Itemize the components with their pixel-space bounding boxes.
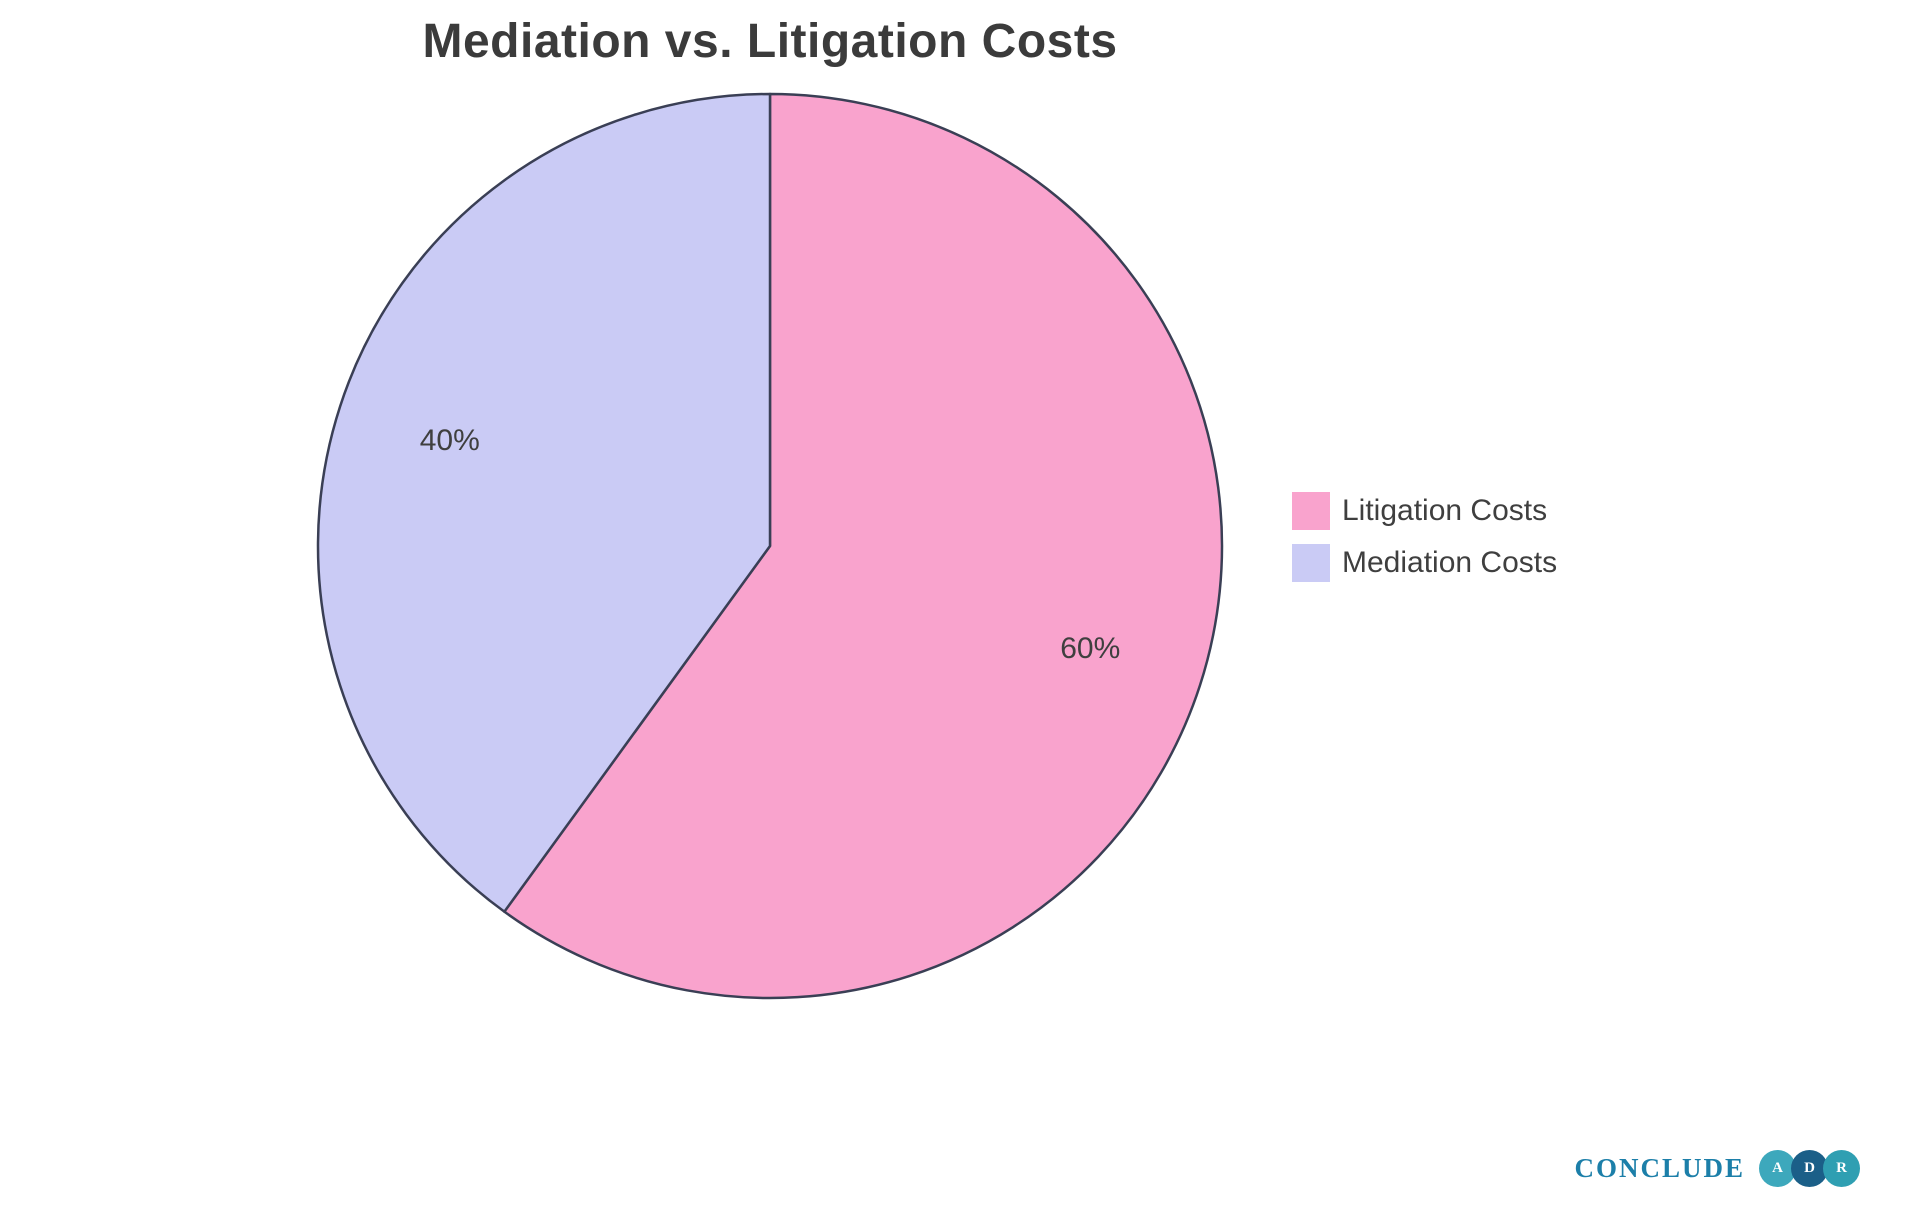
- chart-title: Mediation vs. Litigation Costs: [422, 15, 1118, 68]
- legend-label: Litigation Costs: [1342, 494, 1548, 527]
- legend-swatch: [1292, 492, 1330, 530]
- slice-value-label: 60%: [1060, 632, 1120, 665]
- brand-badge-d: D: [1791, 1150, 1828, 1187]
- brand-badge-a: A: [1759, 1150, 1796, 1187]
- slice-value-label: 40%: [420, 424, 480, 457]
- legend-item-litigation-costs[interactable]: Litigation Costs: [1292, 492, 1557, 530]
- brand-badge-r: R: [1823, 1150, 1860, 1187]
- pie-slice-litigation-costs[interactable]: [503, 92, 1224, 1000]
- legend-item-mediation-costs[interactable]: Mediation Costs: [1292, 544, 1557, 582]
- brand-wordmark: CONCLUDE: [1574, 1153, 1745, 1183]
- legend-swatch: [1292, 544, 1330, 582]
- legend-label: Mediation Costs: [1342, 546, 1558, 579]
- legend: Litigation Costs Mediation Costs: [1292, 492, 1557, 582]
- pie-slice-mediation-costs[interactable]: [316, 92, 772, 913]
